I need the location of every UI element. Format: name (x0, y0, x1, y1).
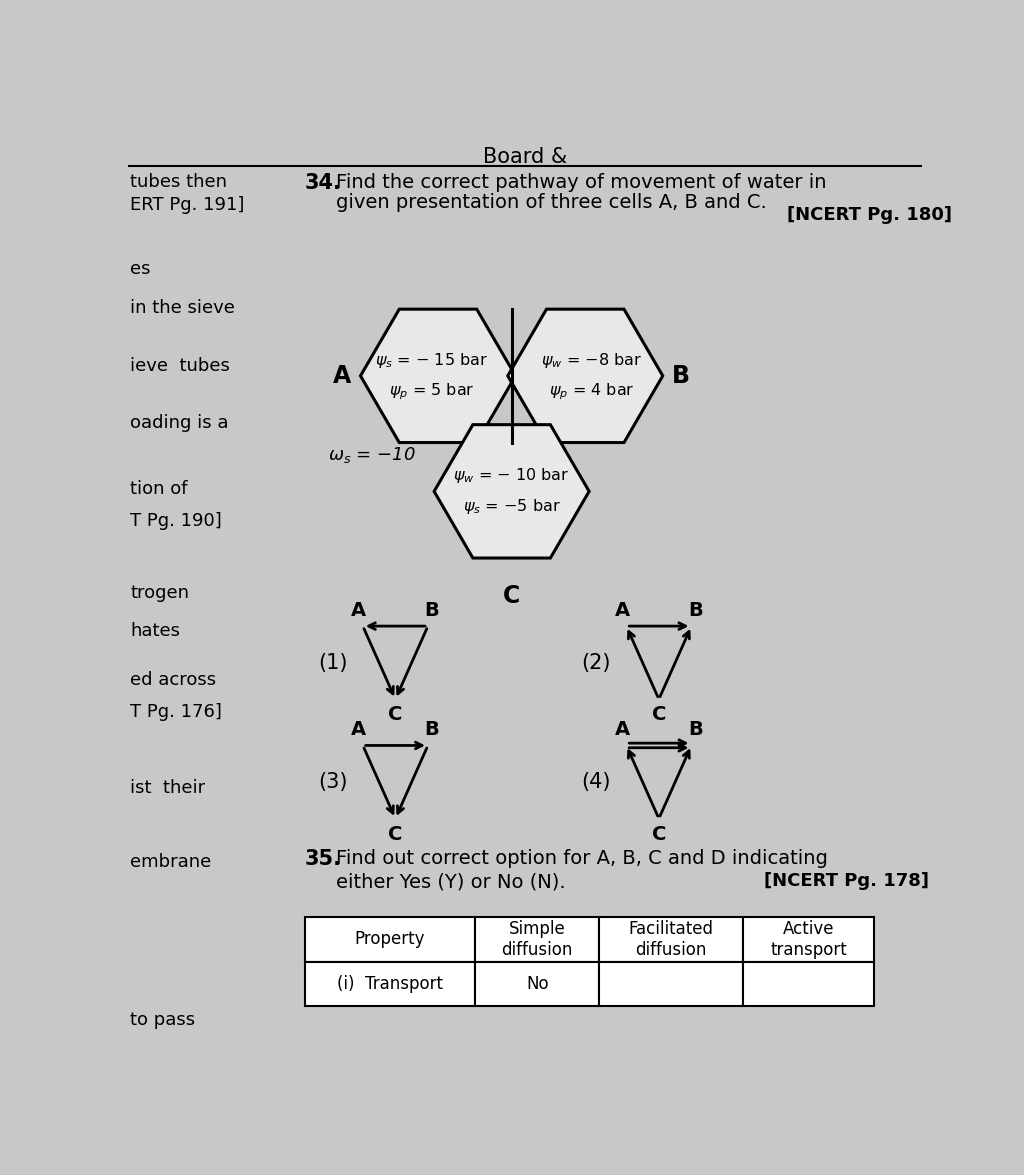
Text: Find out correct option for A, B, C and D indicating: Find out correct option for A, B, C and … (336, 850, 827, 868)
Text: B: B (688, 600, 702, 620)
Text: $\psi_s$ = $-$5 bar: $\psi_s$ = $-$5 bar (463, 497, 560, 516)
Text: B: B (424, 600, 439, 620)
Text: B: B (688, 720, 702, 739)
Text: A: A (351, 600, 367, 620)
Text: 34.: 34. (305, 174, 342, 194)
Text: $\psi_w$ = $-$ 10 bar: $\psi_w$ = $-$ 10 bar (454, 466, 569, 485)
Text: No: No (526, 975, 549, 993)
Text: tion of: tion of (130, 479, 187, 498)
Text: $\omega_s$ = $-$10: $\omega_s$ = $-$10 (328, 445, 416, 465)
Bar (475, 918, 599, 962)
Text: A: A (614, 600, 630, 620)
Text: C: C (388, 825, 402, 844)
Text: C: C (651, 705, 666, 725)
Text: in the sieve: in the sieve (130, 298, 236, 317)
Bar (599, 918, 742, 962)
Text: Facilitated
diffusion: Facilitated diffusion (629, 920, 714, 959)
Text: (3): (3) (317, 772, 347, 792)
Text: ist  their: ist their (130, 779, 206, 797)
Text: either Yes (Y) or No (N).: either Yes (Y) or No (N). (336, 873, 565, 892)
Text: C: C (503, 584, 520, 607)
Text: oading is a: oading is a (130, 415, 228, 432)
Text: [NCERT Pg. 178]: [NCERT Pg. 178] (764, 873, 929, 891)
Bar (742, 918, 874, 962)
Text: $\psi_s$ = $-$ 15 bar: $\psi_s$ = $-$ 15 bar (375, 351, 488, 370)
Text: T Pg. 190]: T Pg. 190] (130, 512, 222, 530)
Text: B: B (672, 364, 690, 388)
Text: hates: hates (130, 623, 180, 640)
Text: Find the correct pathway of movement of water in: Find the correct pathway of movement of … (336, 174, 826, 193)
Bar (742, 962, 874, 1007)
Text: $\psi_w$ = $-$8 bar: $\psi_w$ = $-$8 bar (541, 351, 642, 370)
Text: 35.: 35. (305, 850, 342, 870)
Bar (305, 962, 475, 1007)
Text: A: A (614, 720, 630, 739)
Text: ieve  tubes: ieve tubes (130, 356, 230, 375)
Text: given presentation of three cells A, B and C.: given presentation of three cells A, B a… (336, 194, 766, 213)
Text: to pass: to pass (130, 1012, 196, 1029)
Text: Property: Property (354, 931, 425, 948)
Text: tubes then: tubes then (130, 174, 227, 192)
Text: (4): (4) (582, 772, 611, 792)
Text: ed across: ed across (130, 671, 216, 689)
Text: ERT Pg. 191]: ERT Pg. 191] (130, 196, 245, 215)
Text: A: A (333, 364, 351, 388)
Text: C: C (651, 825, 666, 844)
Text: trogen: trogen (130, 584, 189, 602)
Text: $\psi_p$ = 4 bar: $\psi_p$ = 4 bar (549, 381, 634, 402)
Text: Board &: Board & (482, 147, 567, 167)
Bar (599, 962, 742, 1007)
Text: C: C (388, 705, 402, 725)
Bar (305, 918, 475, 962)
Text: (1): (1) (317, 652, 347, 672)
Text: Simple
diffusion: Simple diffusion (502, 920, 572, 959)
Text: embrane: embrane (130, 853, 212, 871)
Polygon shape (434, 424, 589, 558)
Text: [NCERT Pg. 180]: [NCERT Pg. 180] (786, 207, 951, 224)
Text: B: B (424, 720, 439, 739)
Polygon shape (508, 309, 663, 443)
Text: es: es (130, 261, 151, 278)
Text: Active
transport: Active transport (770, 920, 847, 959)
Text: (i)  Transport: (i) Transport (337, 975, 443, 993)
Bar (475, 962, 599, 1007)
Text: (2): (2) (582, 652, 611, 672)
Text: $\psi_p$ = 5 bar: $\psi_p$ = 5 bar (389, 381, 474, 402)
Polygon shape (360, 309, 515, 443)
Text: A: A (351, 720, 367, 739)
Text: T Pg. 176]: T Pg. 176] (130, 703, 222, 721)
